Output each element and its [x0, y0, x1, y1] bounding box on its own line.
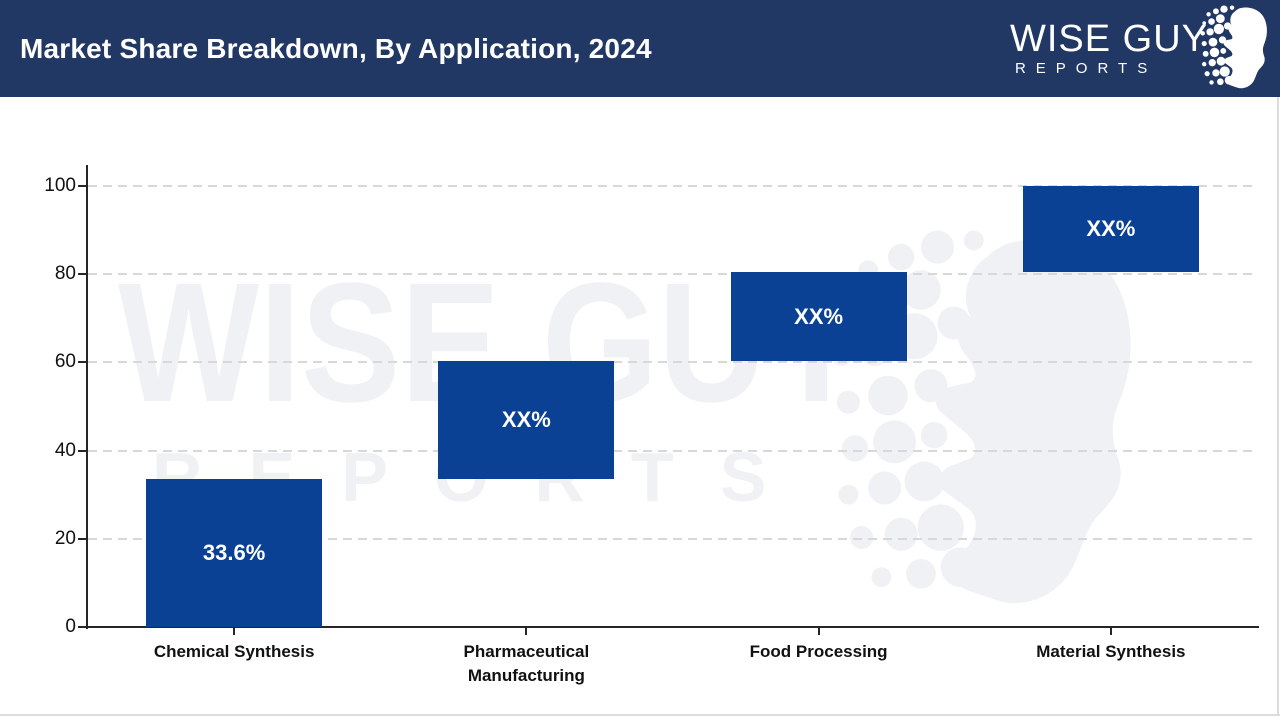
y-tick-label: 40	[54, 439, 76, 461]
gridline	[88, 361, 1257, 364]
bar-material-synthesis: XX%	[1022, 186, 1199, 273]
header-bar: Market Share Breakdown, By Application, …	[0, 0, 1280, 97]
page-bottom-border	[0, 714, 1280, 716]
logo-reports-label: REPORTS	[1014, 60, 1158, 77]
bar-food-processing: XX%	[730, 272, 907, 362]
y-axis-line	[86, 165, 88, 629]
page-right-border	[1277, 97, 1279, 716]
x-axis-label-food-processing: Food Processing	[749, 642, 888, 661]
gridline	[88, 449, 1257, 452]
bar-chemical-synthesis: 33.6%	[146, 478, 323, 627]
bar-value-label: XX%	[501, 406, 551, 432]
x-tick-mark	[1109, 628, 1112, 635]
x-axis-label-material-synthesis: Material Synthesis	[1036, 642, 1186, 661]
gridline	[88, 185, 1257, 187]
page-title: Market Share Breakdown, By Application, …	[20, 33, 652, 64]
x-axis-label-chemical-synthesis: Chemical Synthesis	[153, 642, 315, 661]
y-tick-mark	[78, 537, 87, 540]
bar-pharmaceutical-manufacturing: XX%	[438, 361, 615, 479]
y-tick-label: 100	[44, 175, 76, 196]
y-tick-mark	[78, 449, 87, 452]
y-tick-mark	[78, 361, 87, 364]
wiseguy-logo: WISE GUY REPORTS	[1010, 4, 1272, 92]
bar-value-label: XX%	[794, 303, 844, 329]
y-tick-label: 0	[65, 616, 76, 637]
x-axis-label-pharmaceutical-manufacturing: Pharmaceutical Manufacturing	[463, 642, 590, 685]
y-tick-mark	[78, 626, 87, 628]
x-tick-mark	[233, 628, 236, 635]
gridline	[88, 273, 1257, 276]
bar-value-label: XX%	[1086, 216, 1136, 242]
gridline	[88, 537, 1257, 540]
y-tick-label: 80	[54, 263, 76, 285]
y-tick-label: 20	[54, 527, 76, 549]
logo-wiseguy-label: WISE GUY	[1009, 18, 1208, 60]
x-axis-line	[86, 626, 1259, 628]
y-tick-label: 60	[54, 351, 76, 373]
x-tick-mark	[817, 628, 820, 635]
bar-value-label: 33.6%	[202, 539, 266, 565]
y-tick-mark	[78, 273, 87, 276]
x-tick-mark	[525, 628, 528, 635]
y-tick-mark	[78, 185, 87, 187]
wiseguy-logo-text: WISE GUY REPORTS	[1010, 20, 1208, 76]
